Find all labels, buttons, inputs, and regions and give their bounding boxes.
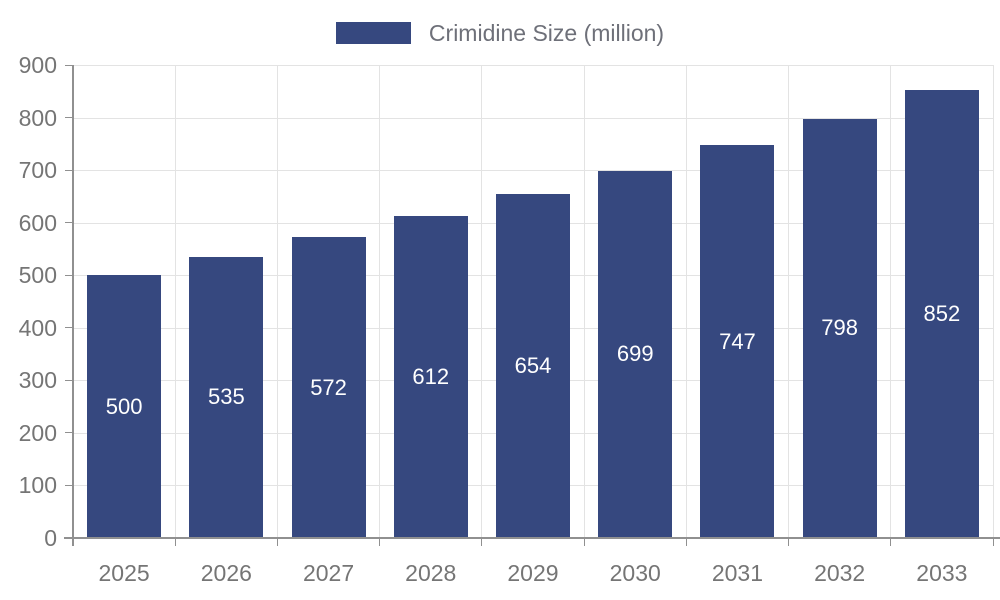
y-axis-tick — [65, 222, 73, 224]
bar-value-label: 798 — [821, 315, 859, 341]
x-axis-tick-label: 2025 — [98, 560, 150, 586]
y-axis-tick — [65, 169, 73, 171]
y-axis-tick-label: 900 — [18, 52, 57, 78]
x-axis-line — [64, 537, 1000, 539]
x-axis-tick — [174, 538, 176, 546]
y-axis-tick-label: 400 — [18, 314, 57, 341]
x-gridline — [379, 65, 381, 538]
bar-value-label: 535 — [207, 384, 245, 410]
y-axis-tick — [65, 64, 73, 66]
x-gridline — [583, 65, 585, 538]
y-axis-tick-label: 800 — [18, 104, 57, 131]
plot-area: 0 100 200 300 400 500 600 700 800 900 500 535 572 612… — [19, 52, 1000, 586]
bar-value-label: 852 — [923, 301, 961, 327]
y-axis-tick — [65, 432, 73, 434]
y-axis-tick-label: 600 — [18, 209, 57, 236]
x-gridline — [685, 65, 687, 538]
x-gridline — [992, 65, 994, 538]
y-axis-tick — [65, 117, 73, 119]
x-axis-tick — [992, 538, 994, 546]
y-axis-tick-label: 300 — [18, 367, 57, 394]
bar: 572 — [291, 237, 366, 538]
bar: 699 — [598, 170, 673, 538]
y-axis-tick — [65, 484, 73, 486]
y-axis-line — [72, 65, 74, 546]
x-axis-tick-label: 2028 — [405, 560, 457, 586]
x-axis-tick — [481, 538, 483, 546]
x-gridline — [788, 65, 790, 538]
x-axis-tick — [788, 538, 790, 546]
legend-swatch — [335, 22, 411, 44]
y-axis-tick — [65, 327, 73, 329]
x-axis-tick-label: 2033 — [916, 560, 968, 586]
x-axis-tick-label: 2031 — [711, 560, 764, 586]
bar-value-label: 572 — [310, 374, 347, 400]
x-axis-tick-label: 2032 — [814, 560, 866, 586]
y-axis-tick — [65, 379, 73, 381]
y-axis-tick-label: 100 — [18, 472, 57, 499]
bar-value-label: 500 — [105, 393, 143, 419]
x-gridline — [890, 65, 892, 538]
bar: 747 — [700, 145, 775, 538]
legend-label: Crimidine Size (million) — [428, 20, 665, 46]
x-axis-tick-label: 2027 — [302, 560, 355, 586]
y-axis-tick-label: 500 — [18, 262, 57, 289]
bar: 500 — [87, 275, 162, 538]
x-gridline — [481, 65, 483, 538]
x-gridline — [276, 65, 278, 538]
bar-value-label: 654 — [514, 353, 552, 379]
bar: 535 — [189, 256, 264, 538]
bar-value-label: 699 — [616, 341, 654, 367]
x-axis-tick-label: 2029 — [507, 560, 559, 586]
y-axis-tick — [65, 274, 73, 276]
y-axis-tick-label: 0 — [44, 525, 57, 551]
bar: 612 — [393, 216, 468, 538]
x-axis-tick — [685, 538, 687, 546]
x-axis-tick — [379, 538, 381, 546]
x-axis-tick-label: 2026 — [200, 560, 252, 586]
x-axis-tick — [583, 538, 585, 546]
y-gridline — [73, 65, 993, 66]
y-gridline — [73, 170, 993, 172]
x-axis-tick — [276, 538, 278, 546]
x-axis-tick — [890, 538, 892, 546]
bar-value-label: 747 — [719, 328, 756, 354]
bar: 852 — [904, 90, 979, 538]
x-axis-tick-label: 2030 — [609, 560, 661, 586]
y-gridline — [73, 117, 993, 119]
bar: 798 — [802, 118, 877, 538]
legend[interactable]: Crimidine Size (million) — [0, 20, 1000, 46]
y-axis-tick-label: 700 — [18, 157, 57, 184]
y-axis-tick-label: 200 — [18, 419, 57, 446]
bar: 654 — [496, 194, 570, 538]
x-gridline — [174, 65, 176, 538]
bar-value-label: 612 — [412, 364, 450, 390]
